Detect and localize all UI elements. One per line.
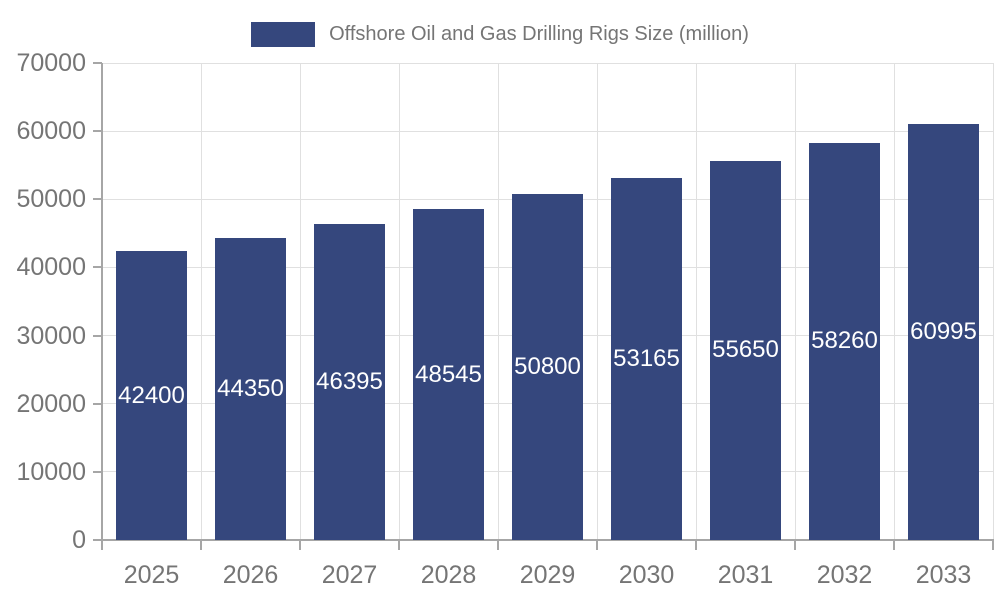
y-axis-tick	[93, 402, 102, 405]
y-axis-tick	[93, 266, 102, 269]
x-axis-tick	[596, 540, 598, 550]
legend: Offshore Oil and Gas Drilling Rigs Size …	[0, 22, 1000, 47]
y-gridline	[102, 62, 993, 64]
x-axis-tick	[794, 540, 796, 550]
bar: 53165	[611, 177, 682, 540]
x-axis-category-label: 2028	[420, 561, 477, 589]
legend-label: Offshore Oil and Gas Drilling Rigs Size …	[329, 23, 749, 45]
x-axis-category-label: 2032	[816, 561, 873, 589]
bar-value-label: 48545	[415, 360, 482, 388]
y-axis-tick-label: 40000	[16, 253, 86, 282]
x-gridline	[893, 63, 895, 540]
x-axis-category-label: 2027	[321, 561, 378, 589]
x-gridline	[299, 63, 301, 540]
bar-value-label: 42400	[118, 381, 185, 409]
bar: 55650	[710, 160, 781, 540]
bar: 42400	[116, 251, 187, 540]
x-gridline	[596, 63, 598, 540]
bar-value-label: 50800	[514, 352, 581, 380]
x-axis-tick	[398, 540, 400, 550]
y-axis-tick	[93, 198, 102, 201]
y-axis-tick	[93, 334, 102, 337]
x-gridline	[992, 63, 994, 540]
x-axis-tick	[695, 540, 697, 550]
x-axis-tick	[893, 540, 895, 550]
bar: 48545	[413, 209, 484, 540]
legend-swatch	[251, 22, 316, 47]
x-axis-tick	[992, 540, 994, 550]
x-axis-category-label: 2031	[717, 561, 774, 589]
bar: 46395	[314, 223, 385, 540]
x-axis-category-label: 2030	[618, 561, 675, 589]
y-axis-tick-label: 30000	[16, 321, 86, 350]
y-axis-tick-label: 60000	[16, 117, 86, 146]
bar: 50800	[512, 193, 583, 540]
y-axis-tick	[93, 470, 102, 473]
bar-value-label: 55650	[712, 336, 779, 364]
bar-value-label: 60995	[910, 318, 977, 346]
bar-value-label: 53165	[613, 344, 680, 372]
x-gridline	[200, 63, 202, 540]
x-axis-tick	[299, 540, 301, 550]
y-gridline	[102, 130, 993, 132]
y-axis-tick	[93, 62, 102, 64]
x-axis-category-label: 2029	[519, 561, 576, 589]
x-axis-category-label: 2026	[222, 561, 279, 589]
x-axis-category-label: 2033	[915, 561, 972, 589]
y-axis-tick-label: 50000	[16, 185, 86, 214]
x-axis-line	[101, 539, 994, 541]
bar: 60995	[908, 124, 979, 540]
x-axis-tick	[497, 540, 499, 550]
x-gridline	[794, 63, 796, 540]
bar-value-label: 46395	[316, 367, 383, 395]
y-axis-tick	[93, 539, 102, 541]
y-axis-tick-label: 70000	[16, 49, 86, 77]
bar: 44350	[215, 237, 286, 540]
bar: 58260	[809, 142, 880, 540]
x-gridline	[497, 63, 499, 540]
x-axis-tick	[200, 540, 202, 550]
bar-value-label: 44350	[217, 374, 284, 402]
x-axis-category-label: 2025	[123, 561, 180, 589]
bar-value-label: 58260	[811, 327, 878, 355]
y-axis-line	[101, 63, 103, 550]
y-axis-tick-label: 0	[72, 526, 86, 554]
x-gridline	[398, 63, 400, 540]
y-axis-tick	[93, 130, 102, 133]
y-axis-tick-label: 10000	[16, 457, 86, 486]
y-axis-tick-label: 20000	[16, 389, 86, 418]
x-gridline	[695, 63, 697, 540]
